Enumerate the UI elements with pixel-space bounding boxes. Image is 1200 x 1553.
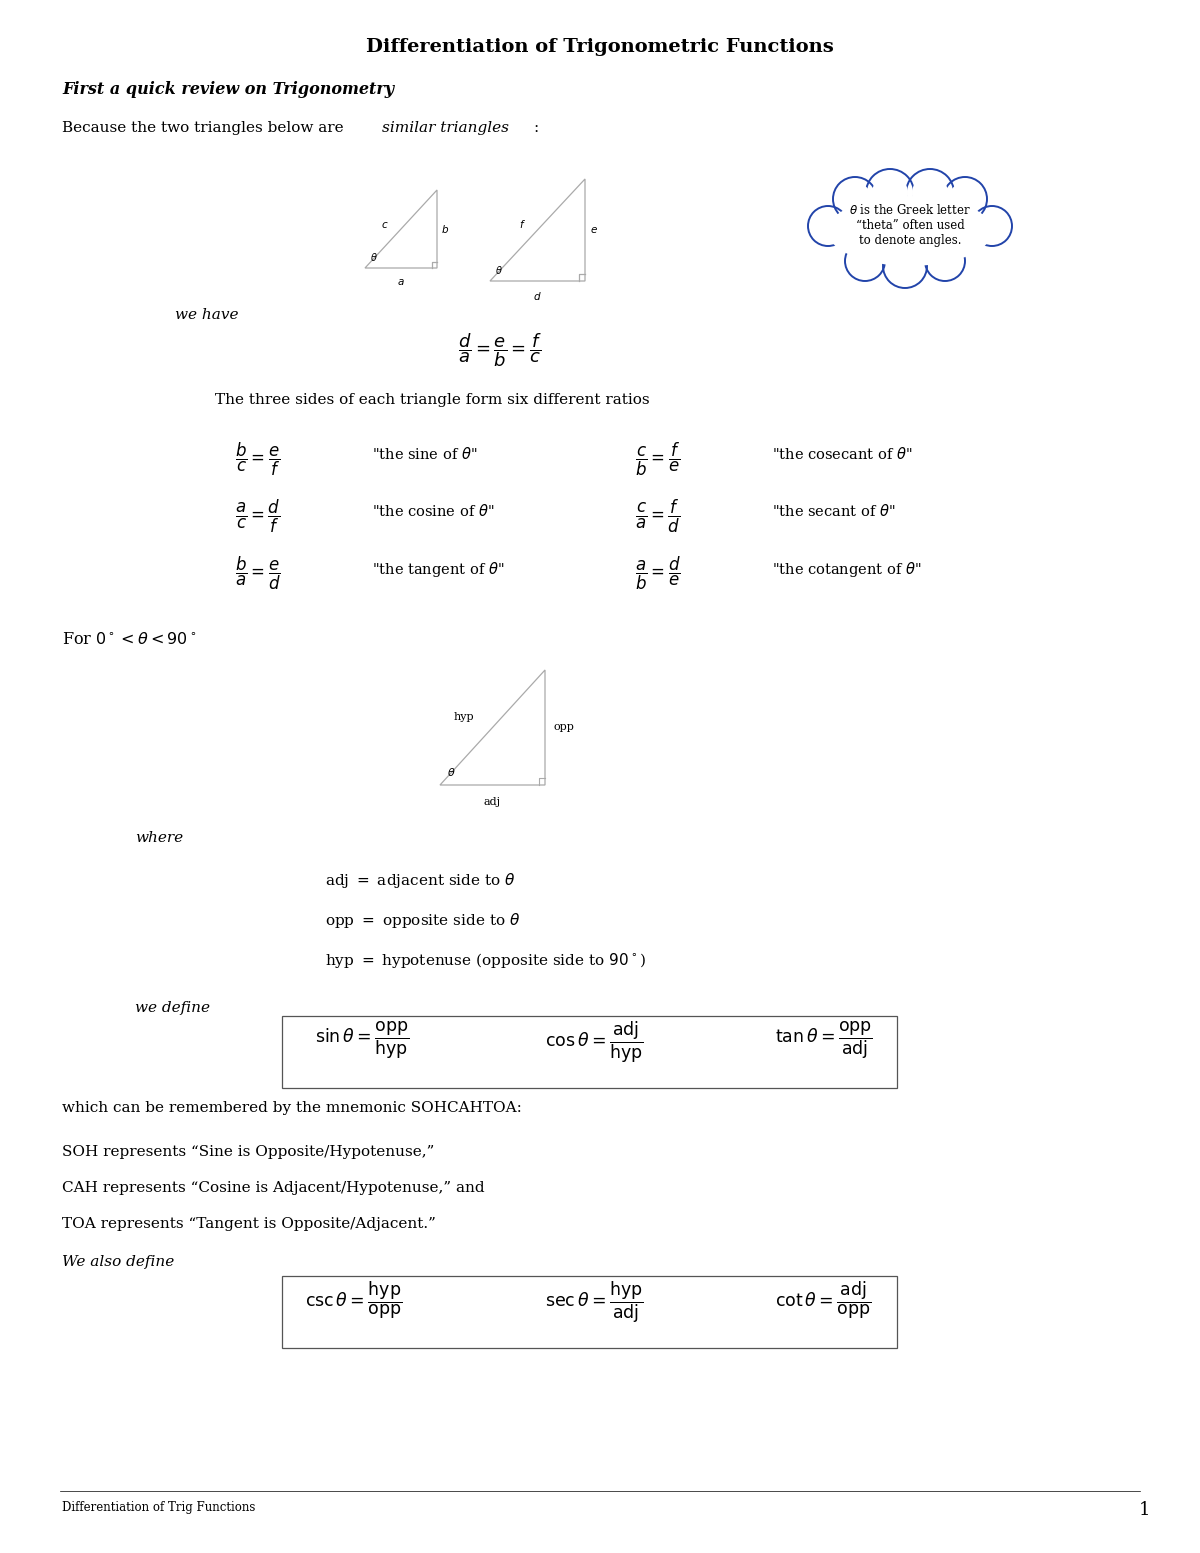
FancyBboxPatch shape [282, 1277, 898, 1348]
Circle shape [845, 241, 886, 281]
Text: Because the two triangles below are: Because the two triangles below are [62, 121, 348, 135]
Circle shape [906, 169, 954, 217]
Text: $\sin\theta = \dfrac{\mathrm{opp}}{\mathrm{hyp}}$: $\sin\theta = \dfrac{\mathrm{opp}}{\math… [314, 1020, 409, 1061]
Text: where: where [134, 831, 184, 845]
Text: Differentiation of Trig Functions: Differentiation of Trig Functions [62, 1502, 256, 1514]
Text: 1: 1 [1139, 1502, 1150, 1519]
Circle shape [977, 211, 1007, 241]
Text: $\cos\theta = \dfrac{\mathrm{adj}}{\mathrm{hyp}}$: $\cos\theta = \dfrac{\mathrm{adj}}{\math… [545, 1020, 643, 1065]
Circle shape [888, 250, 922, 283]
Circle shape [833, 177, 877, 221]
Text: "the cosecant of $\theta$": "the cosecant of $\theta$" [772, 446, 912, 461]
Text: opp: opp [553, 722, 574, 733]
Circle shape [850, 245, 880, 276]
Ellipse shape [828, 196, 992, 266]
Text: similar triangles: similar triangles [382, 121, 509, 135]
Circle shape [912, 175, 948, 211]
Text: $c$: $c$ [382, 221, 389, 230]
Text: hyp $=$ hypotenuse (opposite side to $90^\circ$): hyp $=$ hypotenuse (opposite side to $90… [325, 950, 646, 971]
Text: $\theta$: $\theta$ [496, 264, 503, 276]
Circle shape [943, 177, 986, 221]
Circle shape [866, 169, 914, 217]
Text: First a quick review on Trigonometry: First a quick review on Trigonometry [62, 81, 394, 98]
Text: CAH represents “Cosine is Adjacent/Hypotenuse,” and: CAH represents “Cosine is Adjacent/Hypot… [62, 1180, 485, 1194]
Text: We also define: We also define [62, 1255, 174, 1269]
Text: $\dfrac{c}{b} = \dfrac{f}{e}$: $\dfrac{c}{b} = \dfrac{f}{e}$ [635, 441, 680, 478]
Text: $\dfrac{b}{a} = \dfrac{e}{d}$: $\dfrac{b}{a} = \dfrac{e}{d}$ [235, 554, 281, 592]
Text: $\dfrac{c}{a} = \dfrac{f}{d}$: $\dfrac{c}{a} = \dfrac{f}{d}$ [635, 499, 680, 536]
Text: $\dfrac{a}{b} = \dfrac{d}{e}$: $\dfrac{a}{b} = \dfrac{d}{e}$ [635, 554, 680, 592]
Circle shape [839, 183, 871, 216]
Text: $\dfrac{a}{c} = \dfrac{d}{f}$: $\dfrac{a}{c} = \dfrac{d}{f}$ [235, 499, 281, 536]
Text: "the secant of $\theta$": "the secant of $\theta$" [772, 503, 895, 519]
Text: $\sec\theta = \dfrac{\mathrm{hyp}}{\mathrm{adj}}$: $\sec\theta = \dfrac{\mathrm{hyp}}{\math… [545, 1280, 643, 1325]
Circle shape [872, 175, 908, 211]
Text: SOH represents “Sine is Opposite/Hypotenuse,”: SOH represents “Sine is Opposite/Hypoten… [62, 1145, 434, 1159]
Text: $b$: $b$ [442, 224, 449, 235]
Text: $e$: $e$ [590, 225, 598, 235]
Text: "the cosine of $\theta$": "the cosine of $\theta$" [372, 503, 494, 519]
Text: TOA represents “Tangent is Opposite/Adjacent.”: TOA represents “Tangent is Opposite/Adja… [62, 1218, 436, 1232]
Text: "the sine of $\theta$": "the sine of $\theta$" [372, 446, 478, 461]
Text: "the cotangent of $\theta$": "the cotangent of $\theta$" [772, 561, 922, 579]
FancyBboxPatch shape [282, 1016, 898, 1089]
Text: "the tangent of $\theta$": "the tangent of $\theta$" [372, 561, 504, 579]
Text: $\dfrac{b}{c} = \dfrac{e}{f}$: $\dfrac{b}{c} = \dfrac{e}{f}$ [235, 441, 281, 478]
Text: :: : [368, 81, 373, 98]
Text: $f$: $f$ [518, 217, 526, 230]
Text: which can be remembered by the mnemonic SOHCAHTOA:: which can be remembered by the mnemonic … [62, 1101, 522, 1115]
Text: we define: we define [134, 1002, 210, 1016]
Circle shape [925, 241, 965, 281]
Circle shape [972, 207, 1012, 245]
Text: adj: adj [484, 797, 502, 808]
Text: $d$: $d$ [533, 290, 542, 301]
Circle shape [814, 211, 842, 241]
Text: $\csc\theta = \dfrac{\mathrm{hyp}}{\mathrm{opp}}$: $\csc\theta = \dfrac{\mathrm{hyp}}{\math… [305, 1280, 403, 1322]
Text: we have: we have [175, 307, 239, 321]
Ellipse shape [817, 189, 1002, 272]
Text: $\cot\theta = \dfrac{\mathrm{adj}}{\mathrm{opp}}$: $\cot\theta = \dfrac{\mathrm{adj}}{\math… [775, 1280, 871, 1322]
Circle shape [883, 244, 926, 287]
Text: opp $=$ opposite side to $\theta$: opp $=$ opposite side to $\theta$ [325, 912, 521, 930]
Text: Differentiation of Trigonometric Functions: Differentiation of Trigonometric Functio… [366, 37, 834, 56]
Text: $\dfrac{d}{a} = \dfrac{e}{b} = \dfrac{f}{c}$: $\dfrac{d}{a} = \dfrac{e}{b} = \dfrac{f}… [458, 331, 542, 368]
Text: hyp: hyp [454, 713, 474, 722]
Circle shape [948, 183, 982, 216]
Text: $\tan\theta = \dfrac{\mathrm{opp}}{\mathrm{adj}}$: $\tan\theta = \dfrac{\mathrm{opp}}{\math… [775, 1020, 872, 1061]
Text: $a$: $a$ [397, 276, 404, 287]
Text: The three sides of each triangle form six different ratios: The three sides of each triangle form si… [215, 393, 649, 407]
Text: For $0^\circ < \theta < 90^\circ$: For $0^\circ < \theta < 90^\circ$ [62, 631, 197, 648]
Circle shape [808, 207, 848, 245]
Text: $\theta$ is the Greek letter
“theta” often used
to denote angles.: $\theta$ is the Greek letter “theta” oft… [850, 203, 971, 247]
Text: adj $=$ adjacent side to $\theta$: adj $=$ adjacent side to $\theta$ [325, 871, 516, 890]
Text: :: : [533, 121, 539, 135]
Text: $\theta$: $\theta$ [448, 766, 456, 778]
Text: $\theta$: $\theta$ [370, 252, 378, 262]
Circle shape [930, 245, 960, 276]
